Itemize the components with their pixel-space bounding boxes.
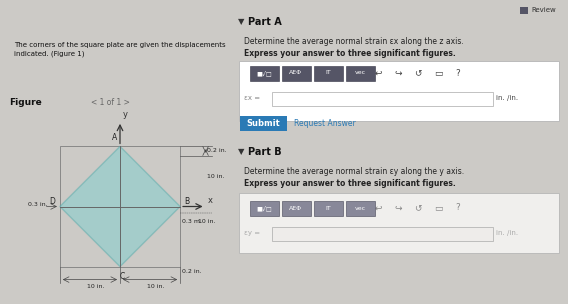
Text: εy =: εy = — [244, 230, 260, 236]
Text: Determine the average normal strain εy along the y axis.: Determine the average normal strain εy a… — [244, 168, 464, 177]
FancyBboxPatch shape — [240, 116, 286, 130]
Text: 0.3 m.: 0.3 m. — [182, 219, 202, 224]
Text: ▼: ▼ — [238, 18, 244, 26]
Text: ▭: ▭ — [434, 203, 442, 212]
Text: C: C — [120, 272, 125, 281]
Text: y: y — [123, 110, 128, 119]
Text: vec: vec — [354, 71, 366, 75]
Text: εx =: εx = — [244, 95, 260, 101]
Text: A: A — [112, 133, 117, 142]
FancyBboxPatch shape — [314, 201, 343, 216]
Text: ↺: ↺ — [414, 68, 422, 78]
Text: Part A: Part A — [248, 17, 282, 27]
FancyBboxPatch shape — [314, 65, 343, 81]
FancyBboxPatch shape — [345, 201, 374, 216]
Text: Part B: Part B — [248, 147, 282, 157]
Text: 10 in.: 10 in. — [87, 284, 105, 288]
Text: AEΦ: AEΦ — [290, 71, 303, 75]
Text: in. /in.: in. /in. — [496, 230, 518, 236]
Text: x: x — [208, 196, 213, 205]
Text: IT: IT — [325, 206, 331, 210]
FancyBboxPatch shape — [249, 201, 278, 216]
Text: ■√□: ■√□ — [256, 70, 272, 76]
Text: Submit: Submit — [246, 119, 280, 127]
Text: Review: Review — [531, 7, 556, 13]
Text: vec: vec — [354, 206, 366, 210]
FancyBboxPatch shape — [239, 193, 559, 253]
Text: The corners of the square plate are given the displacements
indicated. (Figure 1: The corners of the square plate are give… — [14, 42, 225, 57]
FancyBboxPatch shape — [345, 65, 374, 81]
Text: AEΦ: AEΦ — [290, 206, 303, 210]
Text: 10 in.: 10 in. — [147, 284, 165, 288]
Text: IT: IT — [325, 71, 331, 75]
FancyBboxPatch shape — [282, 201, 311, 216]
Text: ?: ? — [456, 68, 461, 78]
Text: D: D — [49, 197, 55, 206]
Text: 10 in.: 10 in. — [198, 219, 215, 224]
FancyBboxPatch shape — [272, 92, 492, 105]
Bar — [520, 7, 528, 14]
Polygon shape — [60, 146, 180, 267]
Text: ▭: ▭ — [434, 68, 442, 78]
Text: ↪: ↪ — [394, 203, 402, 212]
Text: 0.2 in.: 0.2 in. — [207, 148, 227, 154]
Text: Request Answer: Request Answer — [294, 119, 356, 127]
FancyBboxPatch shape — [239, 61, 559, 121]
Text: Determine the average normal strain εx along the z axis.: Determine the average normal strain εx a… — [244, 37, 463, 47]
Text: ?: ? — [456, 203, 461, 212]
Text: ↩: ↩ — [374, 203, 382, 212]
FancyBboxPatch shape — [282, 65, 311, 81]
Text: ▼: ▼ — [238, 147, 244, 157]
FancyBboxPatch shape — [272, 226, 492, 240]
Text: 10 in.: 10 in. — [207, 174, 224, 179]
Text: ↩: ↩ — [374, 68, 382, 78]
Text: 0.3 in.: 0.3 in. — [27, 202, 47, 207]
FancyBboxPatch shape — [249, 65, 278, 81]
Text: ■√□: ■√□ — [256, 205, 272, 211]
Text: ↪: ↪ — [394, 68, 402, 78]
Text: 0.2 in.: 0.2 in. — [182, 269, 202, 274]
Text: Figure: Figure — [9, 98, 42, 107]
Text: < 1 of 1 >: < 1 of 1 > — [91, 98, 130, 107]
Text: Express your answer to three significant figures.: Express your answer to three significant… — [244, 178, 456, 188]
Text: ↺: ↺ — [414, 203, 422, 212]
Text: Express your answer to three significant figures.: Express your answer to three significant… — [244, 50, 456, 58]
Text: in. /in.: in. /in. — [496, 95, 518, 101]
Text: B: B — [185, 197, 190, 206]
